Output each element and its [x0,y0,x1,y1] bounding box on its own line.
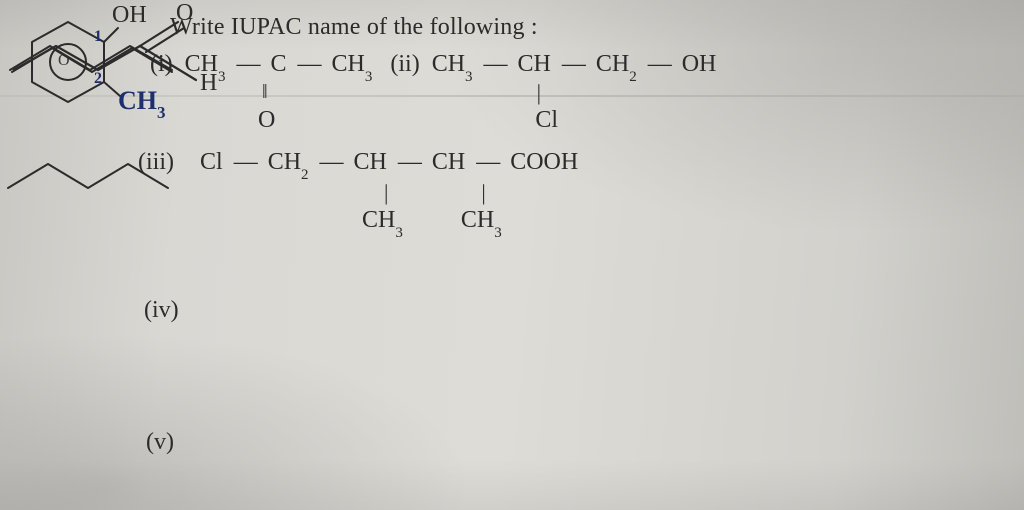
bond-icon: — [471,149,504,175]
vertical-bond-icon: | [481,180,485,205]
label-ii: (ii) [378,51,419,77]
label-v: (v) [146,430,174,454]
iii-ch-2: CH [432,149,465,175]
bond-icon: — [479,51,512,77]
iii-cl: Cl [200,149,223,175]
bond-icon: — [232,51,265,77]
ii-oh: OH [682,51,717,77]
butanal-skeletal-icon [0,0,230,100]
bond-icon: — [557,51,590,77]
iii-ch-1: CH [354,149,387,175]
iii-ch2: CH2 [268,149,309,175]
ii-cl: Cl [535,107,558,133]
item-i-ii-line: (i) CH3 — C — CH3 (ii) CH3 — CH — CH2 — … [150,52,716,81]
label-iv: (iv) [144,298,179,322]
ii-ch3: CH3 [426,51,473,77]
i-o: O [258,107,275,133]
bond-icon: — [293,51,326,77]
iii-ch3-1: CH3 [362,207,403,233]
bond-icon: — [229,149,262,175]
i-ch3-2: CH3 [332,51,373,77]
ii-ch2: CH2 [596,51,637,77]
vertical-bond-icon: | [537,80,541,105]
double-bond-icon: ‖ [262,82,266,102]
item-i-ii-atoms: O Cl [258,108,558,132]
item-i-ii-subs: ‖ | [262,82,541,104]
ii-ch: CH [518,51,551,77]
bond-icon: — [393,149,426,175]
bond-icon: — [643,51,676,77]
iii-ch3-2: CH3 [461,207,502,233]
i-c: C [271,51,287,77]
item-iii-line: Cl — CH2 — CH — CH — COOH [200,150,578,179]
skeletal-chain-icon [0,120,230,220]
bond-icon: — [315,149,348,175]
item-iii-vbonds: | | [384,182,486,204]
vertical-bond-icon: | [384,180,388,205]
page: Write IUPAC name of the following : (i) … [0,0,1024,510]
item-iii-subs: CH3 CH3 [362,208,502,237]
v-h: H [200,70,217,97]
iii-cooh: COOH [510,149,578,175]
label-iii: (iii) [138,150,174,174]
